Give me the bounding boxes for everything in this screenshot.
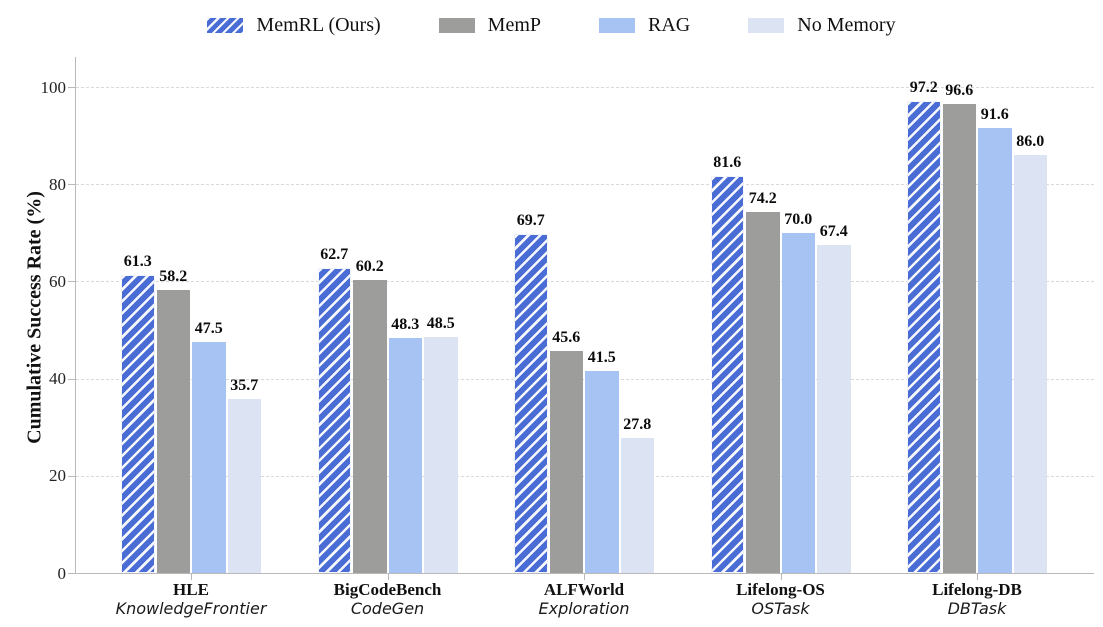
legend: MemRL (Ours) MemP RAG No Memory [0, 8, 1103, 42]
bar-value-label: 81.6 [713, 154, 742, 172]
bar-value-label: 27.8 [623, 415, 652, 433]
bar [620, 437, 654, 573]
bar-value-label: 74.2 [748, 190, 777, 208]
y-tick-mark [68, 378, 75, 380]
category-label: Lifelong-DB DBTask [882, 580, 1072, 618]
bar-value-label: 45.6 [552, 329, 581, 347]
bar-value-label: 62.7 [320, 246, 349, 264]
x-tick-mark [191, 574, 192, 580]
legend-label: MemP [487, 13, 542, 36]
y-tick-mark [68, 281, 75, 283]
category-name: ALFWorld [543, 580, 625, 599]
y-tick-mark [68, 475, 75, 477]
category-name: Lifelong-OS [736, 580, 825, 599]
bar-value-label: 35.7 [230, 377, 259, 395]
y-tick-mark [68, 184, 75, 186]
y-tick-label: 80 [49, 174, 66, 194]
category-subname: OSTask [751, 599, 810, 618]
category-label: HLE KnowledgeFrontier [96, 580, 286, 618]
bar [388, 338, 422, 573]
bar [549, 351, 583, 573]
bar [353, 280, 387, 573]
y-axis-spine [75, 57, 77, 573]
bar [710, 176, 744, 573]
bar [942, 103, 976, 573]
bar-value-label: 69.7 [516, 212, 545, 230]
bar [907, 100, 941, 573]
bar-value-label: 48.5 [426, 315, 455, 333]
legend-label: RAG [648, 13, 691, 36]
category-subname: CodeGen [350, 599, 425, 618]
bar [156, 290, 190, 573]
x-tick-mark [387, 574, 389, 580]
bar-value-label: 91.6 [980, 105, 1009, 123]
gridline [76, 87, 1094, 88]
category-name: Lifelong-DB [932, 580, 1022, 599]
bar [781, 232, 815, 573]
bar-value-label: 60.2 [355, 258, 384, 276]
bar [121, 275, 155, 573]
bar [1013, 155, 1047, 573]
legend-item: MemP [438, 13, 542, 37]
gridline [76, 281, 1094, 283]
x-tick-mark [780, 574, 782, 580]
legend-swatch [438, 17, 475, 33]
bar-value-label: 86.0 [1016, 133, 1045, 151]
y-tick-label: 40 [49, 369, 66, 389]
x-axis-spine [75, 573, 1094, 575]
y-tick-mark [68, 573, 75, 574]
legend-swatch [207, 17, 244, 33]
bar-value-label: 47.5 [194, 320, 223, 338]
y-tick-mark [68, 87, 75, 88]
category-name: BigCodeBench [333, 580, 442, 599]
bar-value-label: 70.0 [784, 210, 813, 228]
bar [585, 371, 619, 573]
legend-label: No Memory [797, 13, 896, 36]
gridline [76, 184, 1094, 186]
bar [978, 127, 1012, 573]
x-tick-mark [584, 574, 585, 580]
bar [817, 245, 851, 573]
y-tick-label: 100 [40, 77, 67, 97]
bar-value-label: 48.3 [391, 316, 420, 334]
bar [514, 234, 548, 573]
bar-value-label: 97.2 [909, 78, 938, 96]
legend-item: RAG [599, 14, 690, 37]
category-subname: Exploration [538, 599, 630, 618]
bar [746, 212, 780, 573]
legend-swatch [599, 17, 636, 33]
bar-value-label: 61.3 [123, 253, 152, 271]
legend-swatch [748, 17, 785, 33]
bar-value-label: 58.2 [159, 268, 188, 286]
bar-value-label: 41.5 [587, 349, 616, 367]
bar [192, 342, 226, 573]
bar [317, 268, 351, 573]
bar [227, 399, 261, 573]
bar-value-label: 67.4 [819, 223, 848, 241]
legend-label: MemRL (Ours) [256, 13, 381, 36]
category-subname: KnowledgeFrontier [115, 599, 267, 618]
y-tick-label: 60 [49, 271, 66, 291]
legend-item: MemRL (Ours) [207, 13, 381, 37]
category-label: BigCodeBench CodeGen [293, 580, 483, 618]
y-tick-label: 20 [49, 466, 66, 486]
y-tick-label: 0 [57, 563, 67, 583]
category-label: ALFWorld Exploration [489, 580, 679, 618]
bar [424, 337, 458, 573]
y-axis-label: Cumulative Success Rate (%) [23, 191, 46, 444]
category-label: Lifelong-OS OSTask [686, 580, 876, 618]
x-tick-mark [977, 574, 978, 580]
category-name: HLE [173, 580, 209, 599]
category-subname: DBTask [947, 599, 1007, 618]
bar-value-label: 96.6 [945, 81, 974, 99]
legend-item: No Memory [748, 13, 896, 37]
